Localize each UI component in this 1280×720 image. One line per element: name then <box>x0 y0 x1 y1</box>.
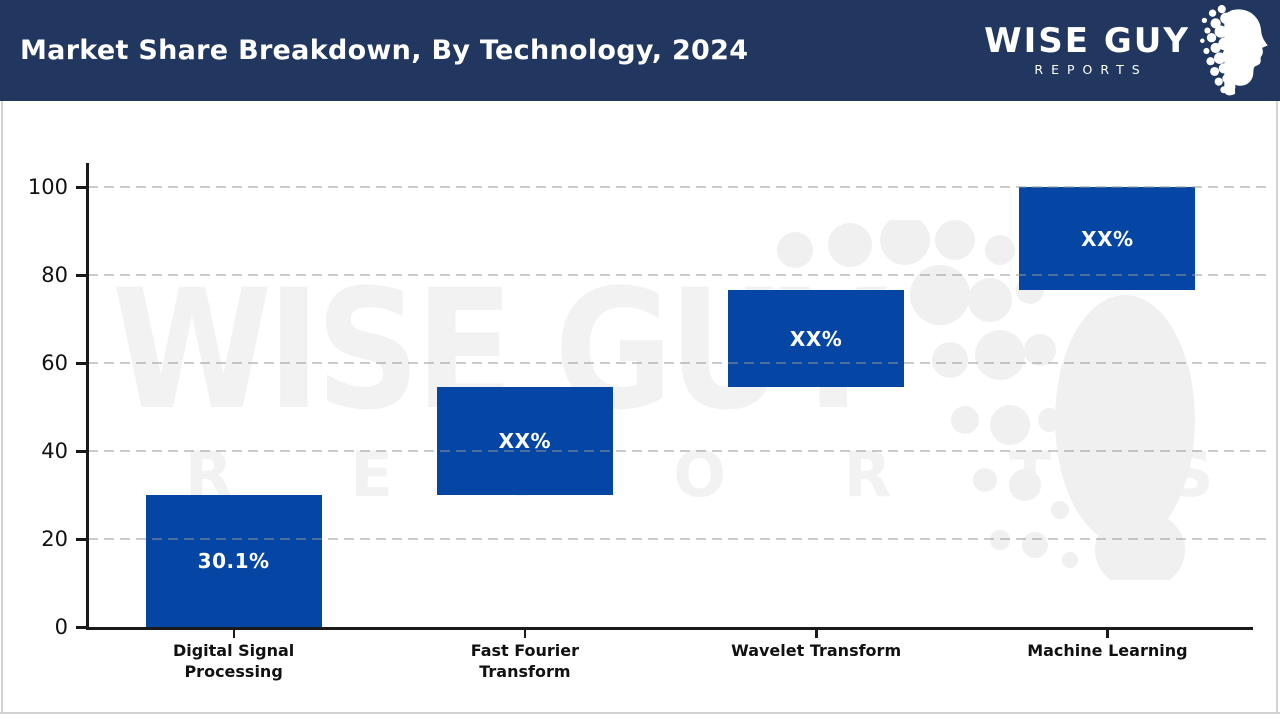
bar-segment: XX% <box>1019 187 1196 291</box>
y-tick-mark <box>76 450 86 453</box>
gridline <box>88 450 1270 452</box>
gridline <box>88 186 1270 188</box>
bar-value-label: XX% <box>1081 226 1134 251</box>
x-axis <box>86 627 1253 630</box>
y-tick-mark <box>76 362 86 365</box>
brand-head-icon <box>1200 4 1268 95</box>
card-border-bottom <box>0 712 1280 714</box>
gridline <box>88 538 1270 540</box>
gridline <box>88 362 1270 364</box>
y-tick-mark <box>76 274 86 277</box>
y-tick-label: 40 <box>41 439 68 463</box>
y-tick-mark <box>76 626 86 629</box>
y-axis <box>86 163 89 629</box>
brand-subtitle: REPORTS <box>1034 62 1148 78</box>
y-tick-label: 60 <box>41 351 68 375</box>
x-tick-mark <box>1106 629 1109 638</box>
category-label: Machine Learning <box>1027 641 1188 660</box>
category-label: Digital Signal Processing <box>172 641 295 681</box>
bar-segment: XX% <box>436 387 613 495</box>
y-tick-label: 20 <box>41 527 68 551</box>
card-border-left <box>1 101 3 713</box>
bar-value-label: XX% <box>789 326 843 351</box>
watermark-subtext: R E P O R T S <box>185 438 1262 511</box>
bar-value-label: XX% <box>498 428 552 453</box>
y-tick-label: 80 <box>41 263 68 287</box>
header: Market Share Breakdown, By Technology, 2… <box>0 0 1280 101</box>
brand-logo: WISE GUY REPORTS <box>984 4 1272 98</box>
bar-segment: XX% <box>728 290 905 388</box>
y-tick-mark <box>76 538 86 541</box>
x-tick-mark <box>523 629 527 638</box>
brand-name: WISE GUY <box>984 21 1190 62</box>
brand-logo-text: WISE GUY REPORTS <box>984 24 1190 77</box>
bar-value-label: 30.1% <box>197 548 270 573</box>
card-border-right <box>1276 101 1278 713</box>
x-tick-mark <box>815 629 818 638</box>
page-title: Market Share Breakdown, By Technology, 2… <box>20 35 749 66</box>
x-tick-mark <box>232 629 236 638</box>
y-tick-label: 0 <box>54 615 68 639</box>
y-tick-label: 100 <box>27 175 68 199</box>
watermark-head-icon <box>748 220 1195 580</box>
category-label: Wavelet Transform <box>731 641 902 660</box>
gridline <box>88 274 1270 276</box>
bar-segment: 30.1% <box>145 494 322 627</box>
y-tick-mark <box>76 186 86 189</box>
category-label: Fast Fourier Transform <box>470 641 580 681</box>
